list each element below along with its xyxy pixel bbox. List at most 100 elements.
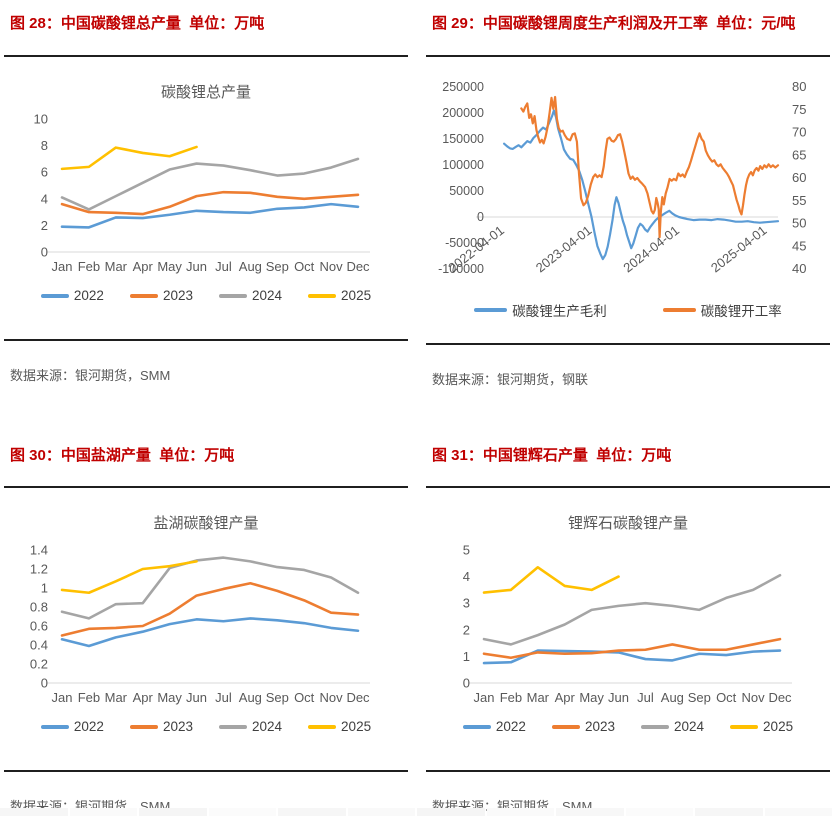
svg-text:2025-04-01: 2025-04-01 — [708, 223, 770, 276]
legend-label: 2023 — [162, 719, 193, 734]
cropped-next-row-strip — [0, 808, 832, 816]
svg-text:Apr: Apr — [133, 259, 154, 274]
svg-text:2: 2 — [463, 622, 470, 637]
fig30-plot: 0 0.2 0.4 0.6 0.8 1 1.2 1.4 Jan Feb Mar Apr May Jun Ju… — [30, 543, 370, 706]
legend-key-icon — [219, 293, 247, 298]
fig29-title: 图 29：中国碳酸锂周度生产利润及开工率 单位：元/吨 — [432, 15, 796, 32]
svg-text:10: 10 — [34, 112, 48, 127]
legend-item-2025: 2025 — [308, 288, 371, 303]
fig30-bottom-rule — [4, 770, 408, 772]
legend-label: 2022 — [495, 719, 526, 734]
fig28-bottom-rule — [4, 339, 408, 341]
svg-text:0: 0 — [41, 245, 48, 260]
legend-key-icon — [219, 724, 247, 729]
panel-fig30: 图 30：中国盐湖产量 单位：万吨 盐湖碳酸锂产量 0 0.2 0.4 0.6 0.8 1… — [4, 428, 408, 816]
svg-text:Feb: Feb — [78, 259, 100, 274]
legend-label: 2025 — [763, 719, 794, 734]
svg-text:Oct: Oct — [294, 690, 315, 705]
fig28-source: 数据来源：银河期货，SMM — [10, 368, 171, 383]
svg-text:Mar: Mar — [105, 259, 128, 274]
fig28-title-rule — [4, 55, 408, 57]
fig28-legend: 2022 2023 2024 2025 — [4, 283, 408, 303]
svg-text:2024-04-01: 2024-04-01 — [620, 223, 682, 276]
legend-item-2024: 2024 — [219, 288, 282, 303]
fig28-plot: 0 2 4 6 8 10 Jan Feb Mar Apr May Jun Jul Aug Sep Oct Nov… — [34, 112, 371, 275]
svg-text:60: 60 — [792, 170, 806, 185]
svg-text:Aug: Aug — [661, 690, 684, 705]
svg-text:100000: 100000 — [442, 158, 484, 172]
legend-label: 碳酸锂开工率 — [700, 304, 782, 319]
svg-text:May: May — [157, 259, 182, 274]
legend-key-icon — [474, 308, 508, 312]
svg-text:Dec: Dec — [346, 690, 370, 705]
svg-text:Sep: Sep — [688, 690, 711, 705]
svg-text:1: 1 — [463, 649, 470, 664]
svg-text:Oct: Oct — [716, 690, 737, 705]
legend-item-2022: 2022 — [40, 719, 104, 734]
svg-text:Jan: Jan — [52, 690, 73, 705]
svg-text:50000: 50000 — [449, 184, 484, 198]
svg-text:40: 40 — [792, 261, 806, 276]
svg-text:-50000: -50000 — [445, 236, 484, 250]
svg-text:200000: 200000 — [442, 106, 484, 120]
svg-text:Jul: Jul — [215, 690, 232, 705]
svg-text:May: May — [579, 690, 604, 705]
fig31-legend: 2022 2023 2024 2025 — [426, 714, 830, 734]
svg-text:Feb: Feb — [500, 690, 522, 705]
svg-text:70: 70 — [792, 125, 806, 140]
svg-text:4: 4 — [41, 191, 48, 206]
legend-label: 2025 — [341, 288, 372, 303]
legend-key-icon — [462, 724, 491, 729]
fig29-legend: 碳酸锂生产毛利 碳酸锂开工率 — [426, 297, 830, 320]
svg-text:Nov: Nov — [320, 690, 344, 705]
legend-label: 2024 — [674, 719, 705, 734]
fig29-source: 数据来源：银河期货，钢联 — [432, 372, 589, 387]
svg-text:4: 4 — [463, 569, 470, 584]
fig31-chart: 锂辉石碳酸锂产量 0 1 2 3 4 5 Jan Feb Mar Apr May Jun Jul Aug S… — [426, 488, 830, 770]
legend-item-2025: 2025 — [730, 719, 793, 734]
svg-text:5: 5 — [463, 543, 470, 558]
svg-text:Nov: Nov — [742, 690, 766, 705]
legend-label: 2022 — [73, 288, 104, 303]
svg-text:150000: 150000 — [442, 132, 484, 146]
legend-item-2025: 2025 — [308, 719, 371, 734]
fig31-plot: 0 1 2 3 4 5 Jan Feb Mar Apr May Jun Jul Aug Sep Oct Nov D… — [463, 543, 792, 706]
svg-text:Dec: Dec — [346, 259, 370, 274]
fig28-chart: 碳酸锂总产量 0 2 4 6 8 10 Jan Feb Mar Apr May Jun Jul Aug Se… — [4, 57, 408, 339]
legend-label: 2023 — [584, 719, 615, 734]
svg-text:0.8: 0.8 — [30, 600, 48, 615]
svg-text:0: 0 — [463, 676, 470, 691]
legend-key-icon — [641, 724, 669, 729]
legend-label: 2024 — [252, 288, 283, 303]
legend-label: 碳酸锂生产毛利 — [512, 304, 607, 319]
svg-text:Mar: Mar — [527, 690, 550, 705]
svg-text:1: 1 — [41, 581, 48, 596]
svg-text:Aug: Aug — [239, 690, 262, 705]
fig28-chart-title: 碳酸锂总产量 — [160, 84, 251, 101]
svg-text:Sep: Sep — [266, 690, 289, 705]
svg-text:8: 8 — [41, 138, 48, 153]
legend-key-icon — [730, 724, 759, 729]
fig29-bottom-rule — [426, 343, 830, 345]
fig30-chart: 盐湖碳酸锂产量 0 0.2 0.4 0.6 0.8 1 1.2 1.4 Jan Feb Mar Apr… — [4, 488, 408, 770]
legend-key-icon — [40, 293, 69, 298]
svg-text:1.4: 1.4 — [30, 543, 48, 558]
legend-label: 2023 — [162, 288, 193, 303]
svg-text:0.4: 0.4 — [30, 638, 48, 653]
legend-item-2023: 2023 — [129, 719, 193, 734]
legend-label: 2024 — [252, 719, 283, 734]
svg-text:0: 0 — [41, 676, 48, 691]
svg-text:2: 2 — [41, 218, 48, 233]
svg-text:80: 80 — [792, 79, 806, 94]
fig31-title: 图 31：中国锂辉石产量 单位：万吨 — [432, 447, 672, 464]
panel-fig29: 图 29：中国碳酸锂周度生产利润及开工率 单位：元/吨 250000 200000… — [426, 0, 830, 428]
svg-text:0.2: 0.2 — [30, 657, 48, 672]
svg-text:2023-04-01: 2023-04-01 — [533, 223, 595, 276]
svg-text:0.6: 0.6 — [30, 619, 48, 634]
svg-text:Jun: Jun — [186, 690, 207, 705]
legend-key-icon — [40, 724, 69, 729]
legend-key-icon — [129, 724, 158, 729]
svg-text:Oct: Oct — [294, 259, 315, 274]
